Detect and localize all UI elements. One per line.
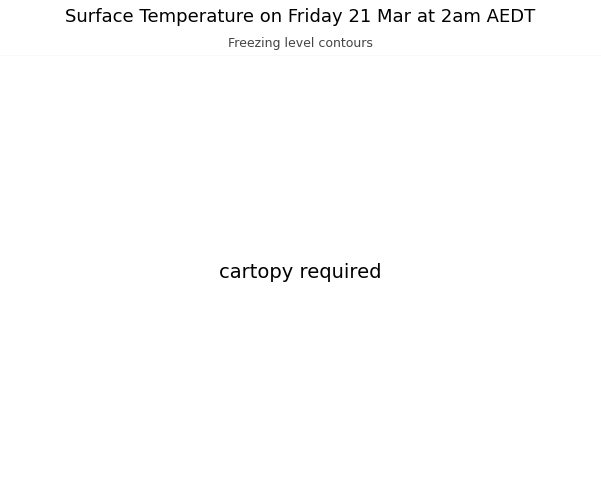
- Text: cartopy required: cartopy required: [219, 263, 382, 282]
- Text: Surface Temperature on Friday 21 Mar at 2am AEDT: Surface Temperature on Friday 21 Mar at …: [66, 8, 535, 26]
- Text: Freezing level contours: Freezing level contours: [228, 37, 373, 50]
